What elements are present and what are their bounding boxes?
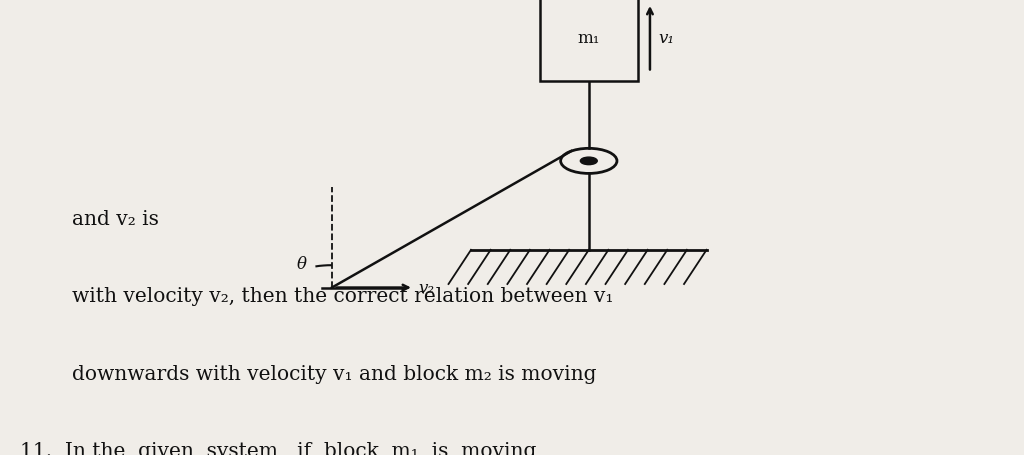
Ellipse shape [581, 158, 597, 165]
Text: m₁: m₁ [578, 30, 600, 47]
Text: with velocity v₂, then the correct relation between v₁: with velocity v₂, then the correct relat… [72, 287, 613, 306]
Text: θ: θ [297, 255, 307, 272]
Text: v₁: v₁ [658, 30, 674, 47]
Bar [540, 0, 638, 82]
Text: v₂: v₂ [419, 279, 435, 296]
Text: and v₂ is: and v₂ is [72, 209, 159, 228]
Text: 11.  In the  given  system,  if  block  m₁  is  moving: 11. In the given system, if block m₁ is … [20, 441, 537, 455]
Text: downwards with velocity v₁ and block m₂ is moving: downwards with velocity v₁ and block m₂ … [72, 364, 596, 383]
